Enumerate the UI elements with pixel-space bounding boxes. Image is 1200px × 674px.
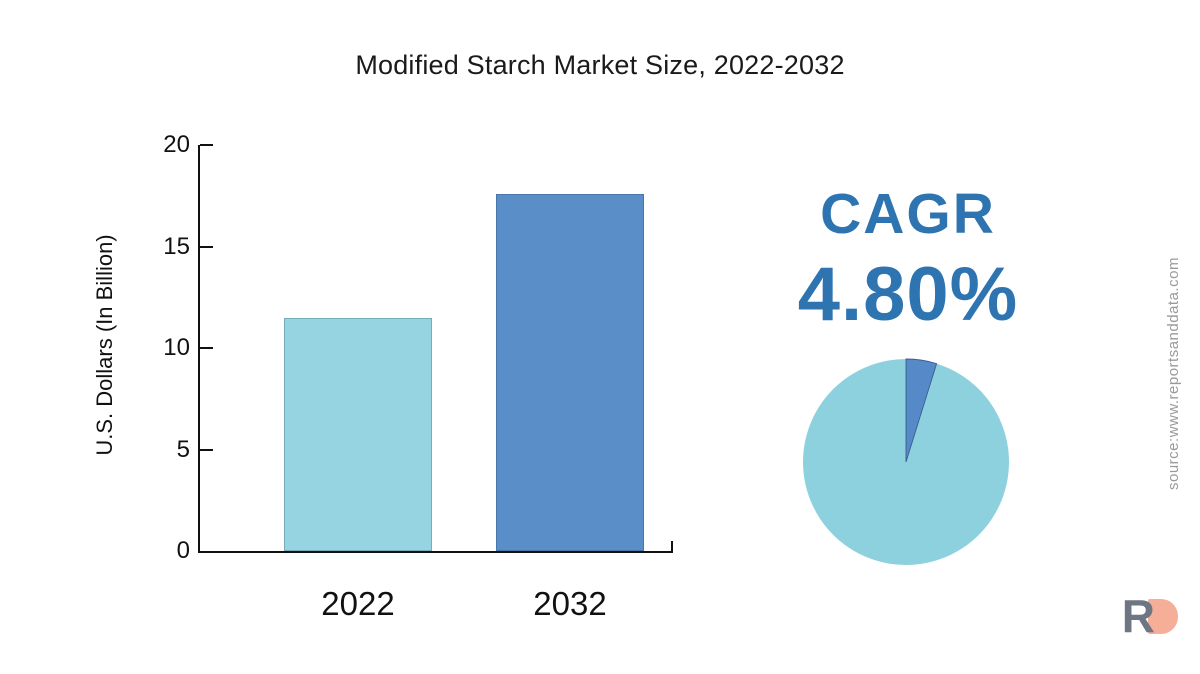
chart-title: Modified Starch Market Size, 2022-2032 [355,50,845,80]
bar-plot-area: 2022 2032 0 5 10 15 20 [163,132,673,622]
cagr-annotation: CAGR 4.80% [788,186,1028,333]
logo: R [1121,590,1178,643]
y-axis-label: U.S. Dollars (In Billion) [92,234,117,456]
y-tick-label-10: 10 [163,334,190,361]
pie-chart [803,358,1009,565]
x-tick-label-2032: 2032 [533,585,607,622]
y-tick-mark-10 [200,347,213,349]
cagr-value: 4.80% [797,252,1019,337]
pie-cagr-slice [905,358,938,463]
y-tick-label-15: 15 [163,232,190,260]
y-tick-label-0: 0 [176,537,190,564]
logo-letter-r: R [1121,590,1155,643]
y-axis-line [198,145,200,553]
bar-2022 [284,318,432,551]
bar-2032 [496,194,644,551]
x-tick-label-2022: 2022 [321,585,395,622]
cagr-label: CAGR [820,182,996,246]
x-axis-line [198,551,673,553]
y-tick-mark-20 [200,144,213,146]
logo-d-shape [1148,599,1178,635]
y-tick-mark-15 [200,245,213,248]
source-text: source:www.reportsanddata.com [1165,257,1182,490]
y-tick-label-20: 20 [163,131,190,158]
y-tick-label-5: 5 [176,435,190,463]
x-axis-end-tick [671,541,673,551]
y-tick-mark-5 [200,448,213,451]
